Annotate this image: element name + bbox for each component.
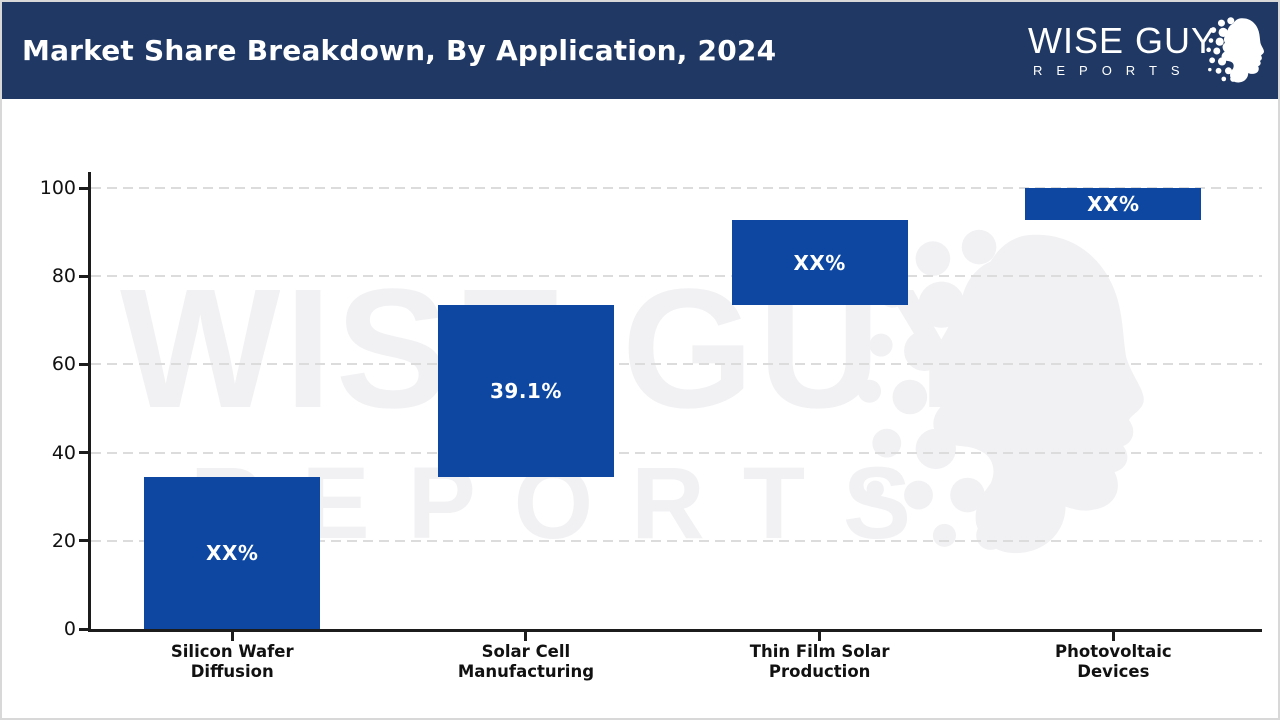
wiseguy-logo-text: WISE GUY REPORTS (1027, 20, 1216, 79)
y-tick-mark (79, 186, 88, 190)
x-tick-mark (524, 632, 528, 641)
bar-value-label: XX% (206, 541, 259, 566)
y-tick-label: 80 (51, 265, 76, 288)
y-tick-mark (79, 362, 88, 366)
bar-value-label: XX% (1087, 192, 1140, 217)
y-tick-label: 60 (51, 353, 76, 376)
y-tick-mark (79, 274, 88, 278)
x-tick-mark (818, 632, 822, 641)
bar-silicon-wafer-diffusion: XX% (144, 477, 321, 629)
x-category-label: Photovoltaic Devices (1055, 642, 1172, 681)
y-gridline (91, 187, 1262, 189)
y-axis-line (88, 172, 91, 632)
logo-brand-text: WISE GUY (1027, 20, 1216, 61)
x-tick-mark (230, 632, 234, 641)
y-tick-mark (79, 451, 88, 455)
bar-value-label: XX% (793, 250, 846, 275)
y-tick-label: 20 (51, 529, 76, 552)
y-tick-label: 0 (63, 618, 76, 640)
x-category-label: Silicon Wafer Diffusion (170, 642, 294, 681)
y-gridline (91, 539, 1262, 542)
y-tick-mark (79, 627, 88, 631)
x-tick-mark (1111, 632, 1115, 641)
y-gridline (91, 275, 1262, 278)
y-gridline (91, 363, 1262, 366)
bar-thin-film-solar-production: XX% (731, 220, 908, 305)
bar-solar-cell-manufacturing: 39.1% (437, 304, 614, 478)
logo-sub-text: REPORTS (1032, 63, 1194, 78)
y-tick-mark (79, 539, 88, 543)
x-category-label: Thin Film Solar Production (749, 642, 890, 681)
page-title: Market Share Breakdown, By Application, … (22, 34, 777, 67)
y-tick-label: 100 (39, 177, 76, 199)
bar-value-label: 39.1% (489, 379, 562, 404)
header-bar: Market Share Breakdown, By Application, … (2, 2, 1278, 99)
y-tick-label: 40 (51, 441, 76, 464)
wiseguy-logo: WISE GUY REPORTS (1028, 9, 1268, 93)
y-gridline (91, 451, 1262, 454)
x-category-label: Solar Cell Manufacturing (457, 642, 594, 681)
x-axis-line (88, 629, 1262, 632)
bar-photovoltaic-devices: XX% (1025, 188, 1202, 221)
